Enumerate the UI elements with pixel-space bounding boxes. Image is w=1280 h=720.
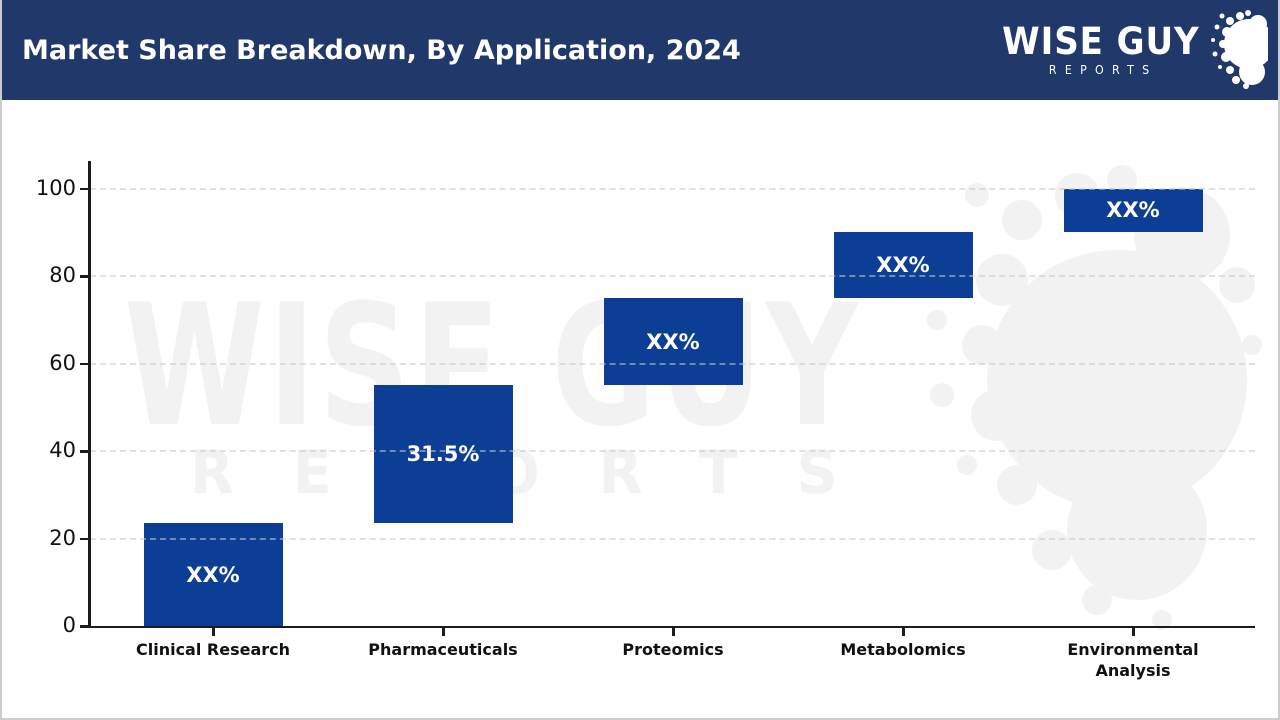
logo-subtitle: REPORTS [1049,63,1158,77]
logo-text: WISE GUY REPORTS [1003,23,1200,77]
y-tick-label-20: 20 [49,525,76,550]
bar-clinical-research: XX% [143,523,283,626]
x-tick-mark-1 [212,628,215,636]
logo-wordmark: WISE GUY [1002,20,1200,63]
category-label-pharmaceuticals: Pharmaceuticals [368,640,518,659]
header-bar: Market Share Breakdown, By Application, … [2,0,1278,100]
category-label-environmental-analysis: Environmental Analysis [1067,640,1199,680]
bar-value-label: XX% [186,562,240,587]
logo-face-icon [1211,10,1268,89]
wise-guy-reports-logo: WISE GUY REPORTS [985,10,1268,90]
bar-value-label: XX% [1106,198,1160,223]
chart-title: Market Share Breakdown, By Application, … [22,34,741,66]
gridline-60 [90,362,1255,365]
gridline-100 [90,187,1255,190]
bar-value-label: XX% [876,253,930,278]
y-tick-mark-60 [80,362,88,365]
x-tick-mark-2 [442,628,445,636]
x-axis-line [88,625,1255,628]
y-tick-label-0: 0 [62,613,76,637]
y-tick-label-60: 60 [49,350,76,375]
y-axis-line [88,161,91,628]
x-tick-mark-3 [672,628,675,636]
y-tick-label-80: 80 [49,263,76,287]
bar-proteomics: XX% [603,297,743,386]
bar-pharmaceuticals: 31.5% [373,385,513,524]
x-tick-mark-4 [902,628,905,636]
category-label-metabolomics: Metabolomics [840,640,966,659]
x-tick-mark-5 [1132,628,1135,636]
y-tick-mark-40 [80,450,88,453]
bar-environmental-analysis: XX% [1063,188,1203,233]
gridline-80 [90,275,1255,277]
gridline-20 [90,537,1255,540]
y-tick-mark-20 [80,537,88,540]
gridline-40 [90,450,1255,452]
bar-value-label: 31.5% [406,442,480,467]
watermark-subtitle: REPORTS [190,438,897,508]
bar-metabolomics: XX% [833,232,973,298]
y-tick-label-40: 40 [49,438,76,462]
bar-value-label: XX% [646,329,700,354]
category-label-clinical-research: Clinical Research [135,640,291,659]
y-tick-mark-100 [80,187,88,190]
y-tick-label-100: 100 [35,175,76,200]
y-tick-mark-0 [80,625,88,628]
category-label-proteomics: Proteomics [622,640,724,659]
y-tick-mark-80 [80,275,88,278]
